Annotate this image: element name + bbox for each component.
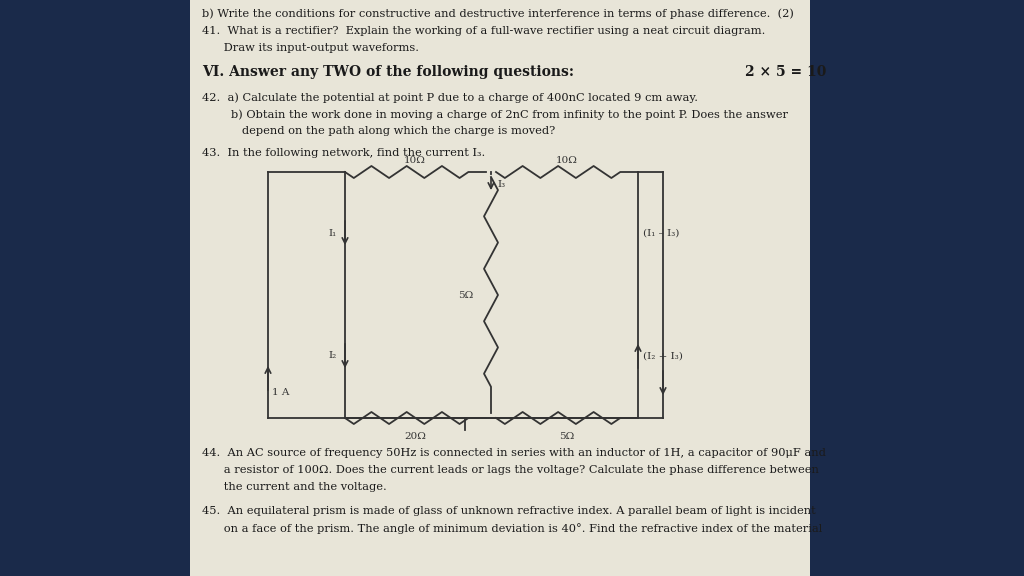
Text: 43.  In the following network, find the current I₃.: 43. In the following network, find the c… bbox=[202, 148, 485, 158]
Text: (I₂ + I₃): (I₂ + I₃) bbox=[643, 351, 683, 361]
Text: 5Ω: 5Ω bbox=[458, 290, 473, 300]
Text: 10Ω: 10Ω bbox=[404, 156, 426, 165]
Text: b) Write the conditions for constructive and destructive interference in terms o: b) Write the conditions for constructive… bbox=[202, 8, 794, 18]
Text: 1 A: 1 A bbox=[272, 388, 290, 397]
Text: 45.  An equilateral prism is made of glass of unknown refractive index. A parall: 45. An equilateral prism is made of glas… bbox=[202, 506, 816, 516]
Text: 41.  What is a rectifier?  Explain the working of a full-wave rectifier using a : 41. What is a rectifier? Explain the wor… bbox=[202, 26, 765, 36]
Text: I₁: I₁ bbox=[329, 229, 337, 237]
Text: 42.  a) Calculate the potential at point P due to a charge of 400nC located 9 cm: 42. a) Calculate the potential at point … bbox=[202, 92, 698, 103]
Text: depend on the path along which the charge is moved?: depend on the path along which the charg… bbox=[202, 126, 555, 136]
Text: 44.  An AC source of frequency 50Hz is connected in series with an inductor of 1: 44. An AC source of frequency 50Hz is co… bbox=[202, 448, 826, 458]
Bar bbox=[190, 0, 810, 576]
Text: Draw its input-output waveforms.: Draw its input-output waveforms. bbox=[202, 43, 419, 53]
Text: I₃: I₃ bbox=[497, 180, 505, 189]
Text: b) Obtain the work done in moving a charge of 2nC from infinity to the point P. : b) Obtain the work done in moving a char… bbox=[202, 109, 788, 120]
Text: 2 × 5 = 10: 2 × 5 = 10 bbox=[745, 65, 826, 79]
Text: (I₁ – I₃): (I₁ – I₃) bbox=[643, 229, 679, 237]
Text: 5Ω: 5Ω bbox=[559, 432, 574, 441]
Text: a resistor of 100Ω. Does the current leads or lags the voltage? Calculate the ph: a resistor of 100Ω. Does the current lea… bbox=[202, 465, 819, 475]
Text: 20Ω: 20Ω bbox=[404, 432, 426, 441]
Text: the current and the voltage.: the current and the voltage. bbox=[202, 482, 387, 492]
Text: 10Ω: 10Ω bbox=[556, 156, 578, 165]
Text: on a face of the prism. The angle of minimum deviation is 40°. Find the refracti: on a face of the prism. The angle of min… bbox=[202, 523, 822, 534]
Text: I₂: I₂ bbox=[329, 351, 337, 361]
Text: VI. Answer any TWO of the following questions:: VI. Answer any TWO of the following ques… bbox=[202, 65, 574, 79]
